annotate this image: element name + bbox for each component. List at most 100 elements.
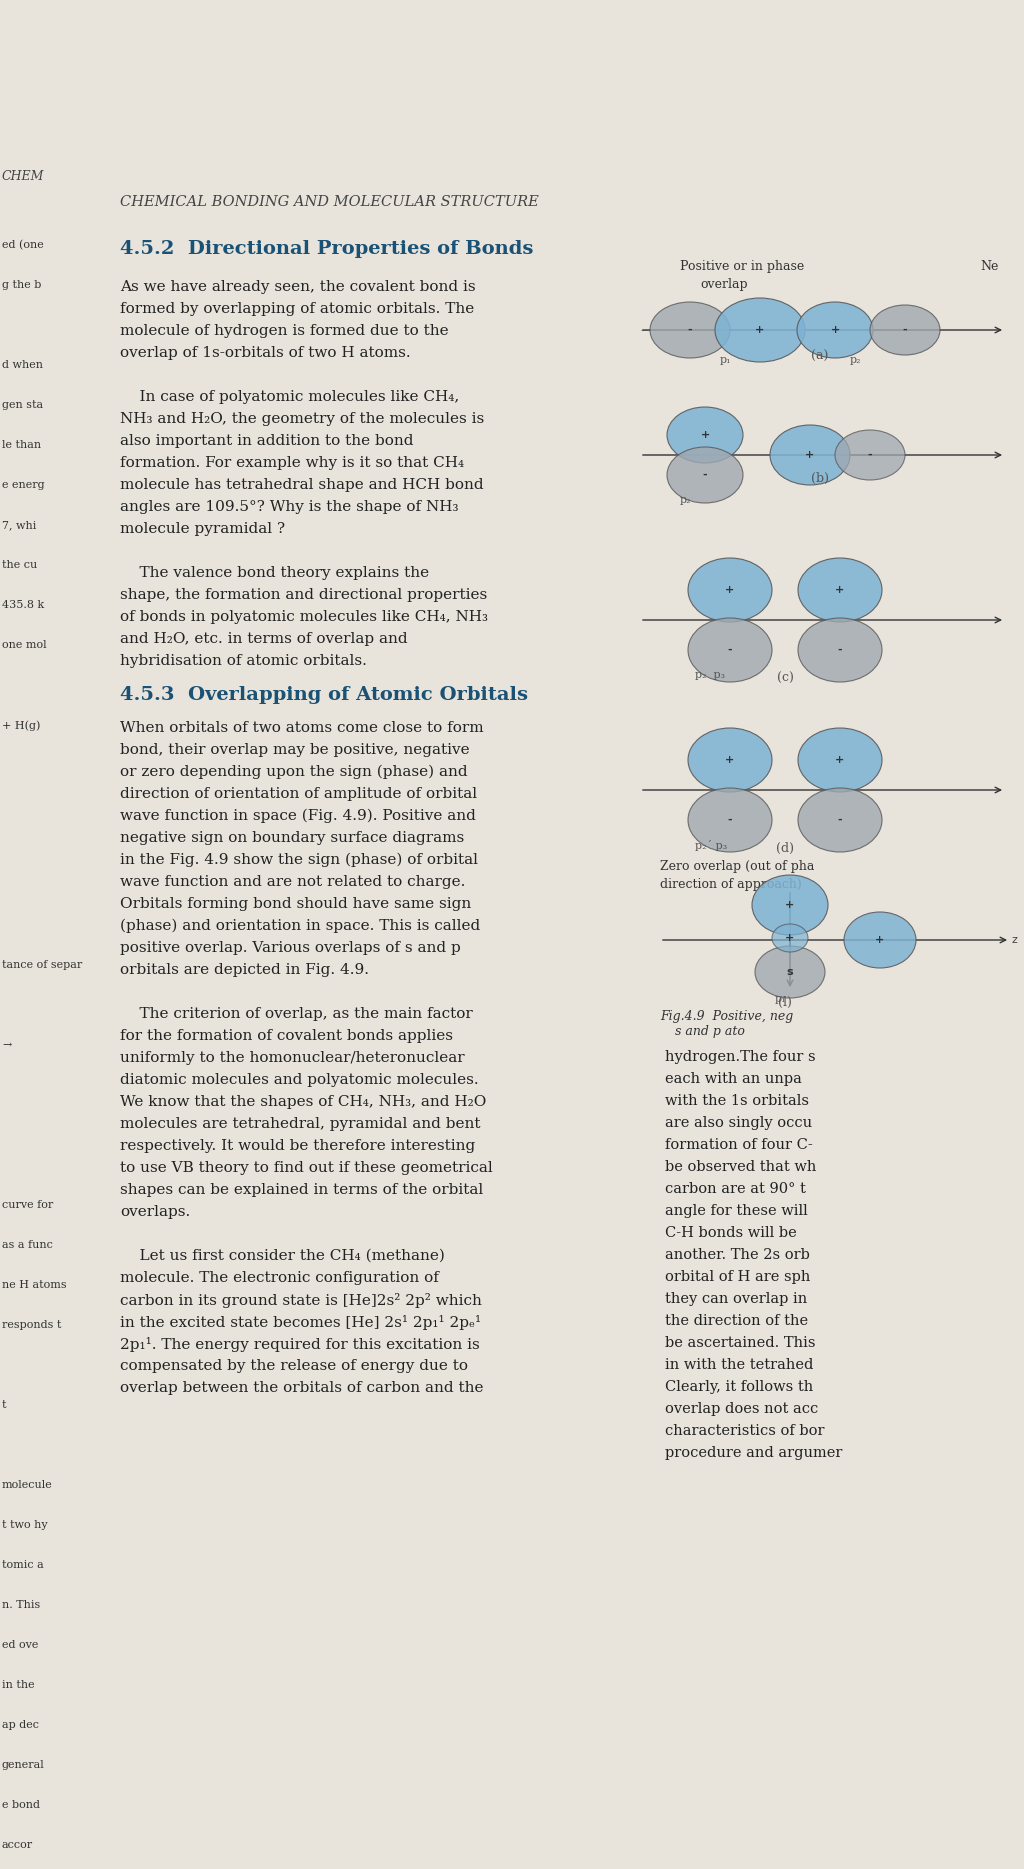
Text: e energ: e energ [2,480,45,490]
Text: The valence bond theory explains the: The valence bond theory explains the [120,566,429,579]
Text: +: + [756,325,765,335]
Text: NH₃ and H₂O, the geometry of the molecules is: NH₃ and H₂O, the geometry of the molecul… [120,411,484,426]
Text: in the Fig. 4.9 show the sign (phase) of orbital: in the Fig. 4.9 show the sign (phase) of… [120,852,478,867]
Text: p₁: p₁ [775,994,786,1004]
Text: wave function in space (Fig. 4.9). Positive and: wave function in space (Fig. 4.9). Posit… [120,809,476,824]
Text: wave function and are not related to charge.: wave function and are not related to cha… [120,875,465,890]
Text: +: + [836,755,845,764]
Text: characteristics of bor: characteristics of bor [665,1424,824,1437]
Text: t two hy: t two hy [2,1519,48,1531]
Text: to use VB theory to find out if these geometrical: to use VB theory to find out if these ge… [120,1161,493,1176]
Text: -: - [728,815,732,824]
Text: formed by overlapping of atomic orbitals. The: formed by overlapping of atomic orbitals… [120,303,474,316]
Text: s: s [786,966,794,977]
Ellipse shape [688,619,772,682]
Text: +: + [805,450,815,460]
Text: -: - [838,645,843,654]
Text: or zero depending upon the sign (phase) and: or zero depending upon the sign (phase) … [120,764,468,779]
Text: In case of polyatomic molecules like CH₄,: In case of polyatomic molecules like CH₄… [120,391,459,404]
Text: carbon in its ground state is [He]2s² 2p² which: carbon in its ground state is [He]2s² 2p… [120,1293,482,1308]
Text: -: - [688,325,692,335]
Text: p₂: p₂ [850,355,861,364]
Text: CHEM: CHEM [2,170,44,183]
Text: C-H bonds will be: C-H bonds will be [665,1226,797,1239]
Text: As we have already seen, the covalent bond is: As we have already seen, the covalent bo… [120,280,475,293]
Text: ne H atoms: ne H atoms [2,1280,67,1290]
Text: overlap does not acc: overlap does not acc [665,1402,818,1417]
Text: molecule pyramidal ?: molecule pyramidal ? [120,521,285,536]
Ellipse shape [798,559,882,622]
Text: ap dec: ap dec [2,1719,39,1731]
Text: formation. For example why is it so that CH₄: formation. For example why is it so that… [120,456,464,469]
Text: 7, whi: 7, whi [2,520,37,531]
Text: are also singly occu: are also singly occu [665,1116,812,1131]
Text: one mol: one mol [2,639,47,650]
Text: respectively. It would be therefore interesting: respectively. It would be therefore inte… [120,1138,475,1153]
Text: direction of approach): direction of approach) [660,878,802,892]
Text: We know that the shapes of CH₄, NH₃, and H₂O: We know that the shapes of CH₄, NH₃, and… [120,1095,486,1108]
Text: uniformly to the homonuclear/heteronuclear: uniformly to the homonuclear/heteronucle… [120,1050,465,1065]
Text: with the 1s orbitals: with the 1s orbitals [665,1093,809,1108]
Text: +: + [785,901,795,910]
Text: for the formation of covalent bonds applies: for the formation of covalent bonds appl… [120,1030,453,1043]
Text: the direction of the: the direction of the [665,1314,808,1329]
Text: diatomic molecules and polyatomic molecules.: diatomic molecules and polyatomic molecu… [120,1073,478,1088]
Text: hydrogen.The four s: hydrogen.The four s [665,1050,816,1063]
Text: tomic a: tomic a [2,1561,44,1570]
Text: Positive or in phase: Positive or in phase [680,260,804,273]
Text: 4.5.3  Overlapping of Atomic Orbitals: 4.5.3 Overlapping of Atomic Orbitals [120,686,528,705]
Ellipse shape [844,912,916,968]
Text: 4.5.2  Directional Properties of Bonds: 4.5.2 Directional Properties of Bonds [120,239,534,258]
Text: orbital of H are sph: orbital of H are sph [665,1271,810,1284]
Text: Fig.4.9  Positive, neg: Fig.4.9 Positive, neg [660,1009,794,1022]
Ellipse shape [715,297,805,363]
Text: direction of orientation of amplitude of orbital: direction of orientation of amplitude of… [120,787,477,802]
Text: s and p ato: s and p ato [675,1024,744,1037]
Text: compensated by the release of energy due to: compensated by the release of energy due… [120,1359,468,1374]
Ellipse shape [835,430,905,480]
Text: +: + [785,933,795,944]
Text: angle for these will: angle for these will [665,1204,808,1219]
Ellipse shape [798,619,882,682]
Text: t: t [2,1400,6,1409]
Text: + H(g): + H(g) [2,720,40,731]
Text: angles are 109.5°? Why is the shape of NH₃: angles are 109.5°? Why is the shape of N… [120,501,459,514]
Text: 435.8 k: 435.8 k [2,600,44,609]
Text: The criterion of overlap, as the main factor: The criterion of overlap, as the main fa… [120,1007,473,1020]
Text: hybridisation of atomic orbitals.: hybridisation of atomic orbitals. [120,654,367,667]
Text: (b): (b) [811,473,829,484]
Text: Clearly, it follows th: Clearly, it follows th [665,1379,813,1394]
Text: g the b: g the b [2,280,41,290]
Text: orbitals are depicted in Fig. 4.9.: orbitals are depicted in Fig. 4.9. [120,963,369,977]
Text: molecule has tetrahedral shape and HCH bond: molecule has tetrahedral shape and HCH b… [120,478,483,492]
Text: ed ove: ed ove [2,1639,38,1650]
Text: shape, the formation and directional properties: shape, the formation and directional pro… [120,589,487,602]
Text: overlap of 1s-orbitals of two H atoms.: overlap of 1s-orbitals of two H atoms. [120,346,411,361]
Text: formation of four C-: formation of four C- [665,1138,813,1151]
Text: they can overlap in: they can overlap in [665,1291,807,1306]
Text: gen sta: gen sta [2,400,43,409]
Text: Zero overlap (out of pha: Zero overlap (out of pha [660,860,814,873]
Text: le than: le than [2,439,41,450]
Text: —: — [640,325,651,335]
Text: accor: accor [2,1839,33,1850]
Text: the cu: the cu [2,561,37,570]
Text: molecule: molecule [2,1480,53,1490]
Text: procedure and argumer: procedure and argumer [665,1447,843,1460]
Text: When orbitals of two atoms come close to form: When orbitals of two atoms come close to… [120,721,483,735]
Text: be observed that wh: be observed that wh [665,1161,816,1174]
Ellipse shape [798,789,882,852]
Text: molecules are tetrahedral, pyramidal and bent: molecules are tetrahedral, pyramidal and… [120,1118,480,1131]
Text: p₂  p₃: p₂ p₃ [695,669,725,680]
Ellipse shape [688,559,772,622]
Text: +: + [830,325,840,335]
Text: -: - [728,645,732,654]
Text: responds t: responds t [2,1320,61,1331]
Text: n. This: n. This [2,1600,40,1609]
Text: Ne: Ne [980,260,998,273]
Text: tance of separ: tance of separ [2,961,82,970]
Text: overlap between the orbitals of carbon and the: overlap between the orbitals of carbon a… [120,1381,483,1394]
Text: Let us first consider the CH₄ (methane): Let us first consider the CH₄ (methane) [120,1248,444,1263]
Text: molecule of hydrogen is formed due to the: molecule of hydrogen is formed due to th… [120,323,449,338]
Text: Orbitals forming bond should have same sign: Orbitals forming bond should have same s… [120,897,471,910]
